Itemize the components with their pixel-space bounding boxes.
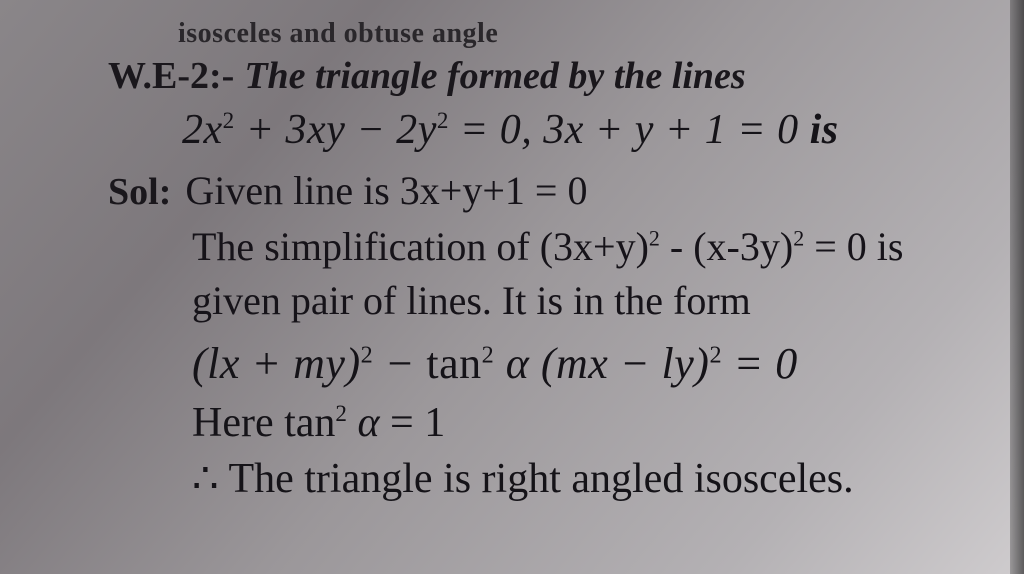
solution-line-3: given pair of lines. It is in the form [192, 274, 988, 328]
solution-line-2: The simplification of (3x+y)2 - (x-3y)2 … [192, 220, 988, 274]
solution-label: Sol: [108, 170, 171, 214]
general-form-equation: (lx + my)2 − tan2 α (mx − ly)2 = 0 [192, 338, 988, 389]
page-edge-shadow [1010, 0, 1024, 574]
tan-value-line: Here tan2 α = 1 [192, 399, 988, 447]
problem-label: W.E-2:- [108, 54, 234, 98]
page-root: isosceles and obtuse angle W.E-2:- The t… [0, 0, 1024, 521]
equation-given: 2x2 + 3xy − 2y2 = 0, 3x + y + 1 = 0 is [182, 106, 988, 154]
solution-row: Sol: Given line is 3x+y+1 = 0 [108, 164, 988, 218]
solution-line-1: Given line is 3x+y+1 = 0 [185, 164, 587, 218]
conclusion-line: ∴ The triangle is right angled isosceles… [192, 453, 988, 503]
problem-heading: W.E-2:- The triangle formed by the lines [108, 54, 988, 98]
clipped-header: isosceles and obtuse angle [178, 18, 988, 50]
problem-statement: The triangle formed by the lines [244, 54, 745, 98]
